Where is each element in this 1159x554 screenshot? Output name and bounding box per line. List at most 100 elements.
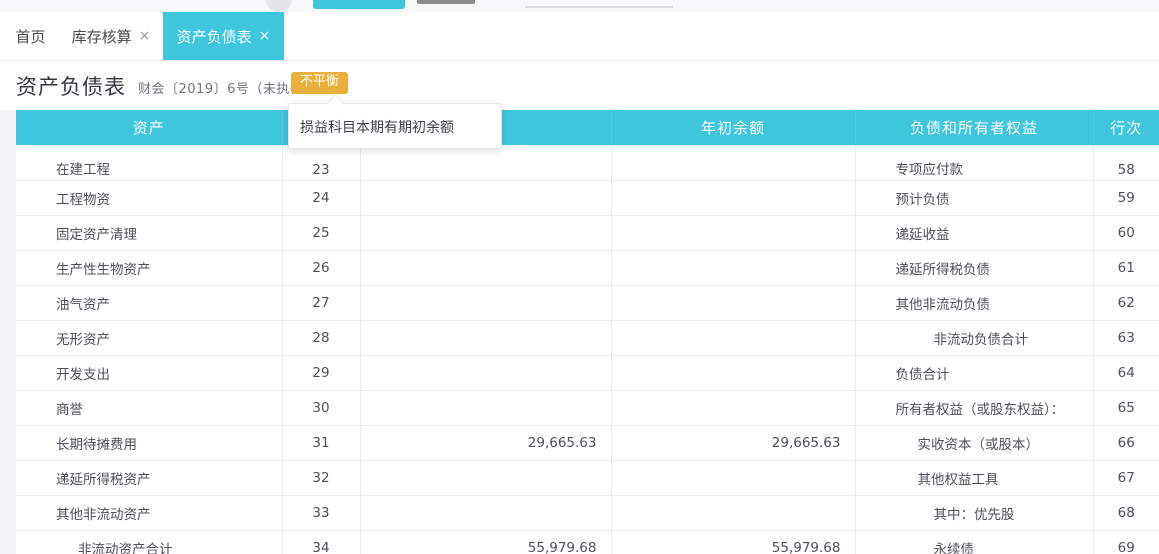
cell-current-period-value[interactable]: [360, 250, 612, 286]
cell-asset-name[interactable]: 无形资产: [16, 320, 283, 356]
cell-row-no-left: 27: [282, 285, 361, 321]
cell-liability-name[interactable]: 其他非流动负债: [855, 285, 1094, 321]
cell-current-period-value[interactable]: [360, 320, 612, 356]
cell-liability-name[interactable]: 实收资本（或股本）: [855, 425, 1094, 461]
toolbar-secondary-button[interactable]: [417, 0, 475, 4]
cell-row-no-right: 64: [1093, 355, 1159, 391]
user-avatar-icon[interactable]: [266, 0, 292, 12]
cell-asset-name[interactable]: 固定资产清理: [16, 215, 283, 251]
cell-begin-balance-value[interactable]: [611, 320, 856, 356]
cell-row-no-left: 26: [282, 250, 361, 286]
tab-home[interactable]: 首页: [0, 12, 61, 60]
balance-sheet-table: 资产 年初余额 负债和所有者权益 行次 在建工程 23 专项应付款 58 工程物资 24 预…: [16, 110, 1159, 554]
cell-row-no-left: 33: [282, 495, 361, 531]
tooltip-message: 损益科目本期有期初余额: [300, 120, 454, 136]
cell-row-no-left: 28: [282, 320, 361, 356]
cell-current-period-value[interactable]: [360, 495, 612, 531]
cell-begin-balance-value[interactable]: [611, 215, 856, 251]
table-row[interactable]: 生产性生物资产 26 递延所得税负债 61: [16, 250, 1159, 286]
cell-asset-name[interactable]: 油气资产: [16, 285, 283, 321]
table-row[interactable]: 在建工程 23 专项应付款 58: [16, 145, 1159, 181]
tab-label: 资产负债表: [176, 27, 252, 46]
tab-inventory-accounting[interactable]: 库存核算 ×: [61, 12, 161, 60]
cell-liability-name[interactable]: 专项应付款: [855, 145, 1094, 181]
cell-row-no-right: 67: [1093, 460, 1159, 496]
cell-row-no-right: 58: [1093, 145, 1159, 181]
cell-row-no-right: 65: [1093, 390, 1159, 426]
status-badge-unbalanced[interactable]: 不平衡: [291, 72, 349, 94]
cell-asset-name[interactable]: 在建工程: [16, 145, 283, 181]
cell-begin-balance-value[interactable]: [611, 390, 856, 426]
cell-current-period-value[interactable]: [360, 355, 612, 391]
cell-begin-balance-value[interactable]: [611, 460, 856, 496]
cell-begin-balance-value[interactable]: [611, 355, 856, 391]
cell-current-period-value[interactable]: [360, 460, 612, 496]
cell-asset-name[interactable]: 开发支出: [16, 355, 283, 391]
cell-current-period-value[interactable]: [360, 285, 612, 321]
cell-current-period-value[interactable]: [360, 215, 612, 251]
table-row[interactable]: 固定资产清理 25 递延收益 60: [16, 215, 1159, 251]
cell-liability-name[interactable]: 所有者权益（或股东权益）：: [855, 390, 1094, 426]
col-header-asset[interactable]: 资产: [16, 110, 283, 145]
cell-asset-name[interactable]: 工程物资: [16, 180, 283, 216]
page-header: 资产负债表 财会〔2019〕6号（未执行）: [0, 61, 1159, 110]
cell-begin-balance-value[interactable]: [611, 285, 856, 321]
tab-close-icon[interactable]: ×: [138, 28, 151, 44]
cell-row-no-left: 34: [282, 530, 361, 554]
cell-liability-name[interactable]: 其中：优先股: [855, 495, 1094, 531]
page-subtitle: 财会〔2019〕6号（未执行）: [138, 82, 317, 97]
cell-begin-balance-value[interactable]: 55,979.68: [611, 530, 856, 554]
col-header-begin-balance[interactable]: 年初余额: [611, 110, 856, 145]
table-row[interactable]: 长期待摊费用 31 29,665.63 29,665.63 实收资本（或股本） 66: [16, 425, 1159, 461]
cell-row-no-right: 59: [1093, 180, 1159, 216]
cell-asset-name[interactable]: 递延所得税资产: [16, 460, 283, 496]
cell-liability-name[interactable]: 其他权益工具: [855, 460, 1094, 496]
table-row[interactable]: 开发支出 29 负债合计 64: [16, 355, 1159, 391]
cell-asset-name[interactable]: 生产性生物资产: [16, 250, 283, 286]
cell-begin-balance-value[interactable]: [611, 250, 856, 286]
cell-asset-name[interactable]: 非流动资产合计: [16, 530, 283, 554]
cell-asset-name[interactable]: 商誉: [16, 390, 283, 426]
cell-row-no-right: 62: [1093, 285, 1159, 321]
cell-begin-balance-value[interactable]: [611, 180, 856, 216]
cell-row-no-right: 63: [1093, 320, 1159, 356]
table-row[interactable]: 工程物资 24 预计负债 59: [16, 180, 1159, 216]
cell-liability-name[interactable]: 永续债: [855, 530, 1094, 554]
cell-begin-balance-value[interactable]: [611, 495, 856, 531]
cell-liability-name[interactable]: 递延所得税负债: [855, 250, 1094, 286]
cell-current-period-value[interactable]: [360, 180, 612, 216]
toolbar-primary-button[interactable]: [313, 0, 405, 9]
cell-asset-name[interactable]: 其他非流动资产: [16, 495, 283, 531]
table-row[interactable]: 其他非流动资产 33 其中：优先股 68: [16, 495, 1159, 531]
cell-row-no-right: 69: [1117, 539, 1135, 554]
cell-row-no-left: 30: [282, 390, 361, 426]
cell-begin-balance-value[interactable]: [611, 145, 856, 181]
cell-current-period-value[interactable]: [360, 145, 612, 181]
table-row[interactable]: 商誉 30 所有者权益（或股东权益）： 65: [16, 390, 1159, 426]
table-row[interactable]: 无形资产 28 非流动负债合计 63: [16, 320, 1159, 356]
col-header-liability[interactable]: 负债和所有者权益: [855, 110, 1094, 145]
table-header-row: 资产 年初余额 负债和所有者权益 行次: [16, 110, 1159, 145]
cell-row-no-left: 31: [282, 425, 361, 461]
table-header: 资产 年初余额 负债和所有者权益 行次: [16, 110, 1159, 145]
cell-asset-name[interactable]: 长期待摊费用: [16, 425, 283, 461]
cell-liability-name[interactable]: 预计负债: [855, 180, 1094, 216]
table-row[interactable]: 非流动资产合计 34 55,979.68 55,979.68 永续债 69: [16, 530, 1159, 554]
cell-liability-name[interactable]: 非流动负债合计: [855, 320, 1094, 356]
report-table-scroll-area[interactable]: 资产 年初余额 负债和所有者权益 行次 在建工程 23 专项应付款 58 工程物资 24 预…: [0, 110, 1159, 554]
tab-close-icon[interactable]: ×: [258, 28, 271, 44]
tab-balance-sheet[interactable]: 资产负债表 ×: [163, 12, 284, 60]
cell-current-period-value[interactable]: 29,665.63: [360, 425, 612, 461]
table-row[interactable]: 油气资产 27 其他非流动负债 62: [16, 285, 1159, 321]
cell-row-no-left: 24: [282, 180, 361, 216]
table-row[interactable]: 递延所得税资产 32 其他权益工具 67: [16, 460, 1159, 496]
col-header-row-no-right[interactable]: 行次: [1093, 110, 1159, 145]
cell-liability-name[interactable]: 负债合计: [855, 355, 1094, 391]
cell-current-period-value[interactable]: [360, 390, 612, 426]
tab-label: 首页: [15, 27, 46, 46]
cell-liability-name[interactable]: 递延收益: [855, 215, 1094, 251]
cell-current-period-value[interactable]: 55,979.68: [360, 530, 612, 554]
cell-row-no-right: 68: [1093, 495, 1159, 531]
cell-row-no-left: 32: [282, 460, 361, 496]
cell-begin-balance-value[interactable]: 29,665.63: [611, 425, 856, 461]
